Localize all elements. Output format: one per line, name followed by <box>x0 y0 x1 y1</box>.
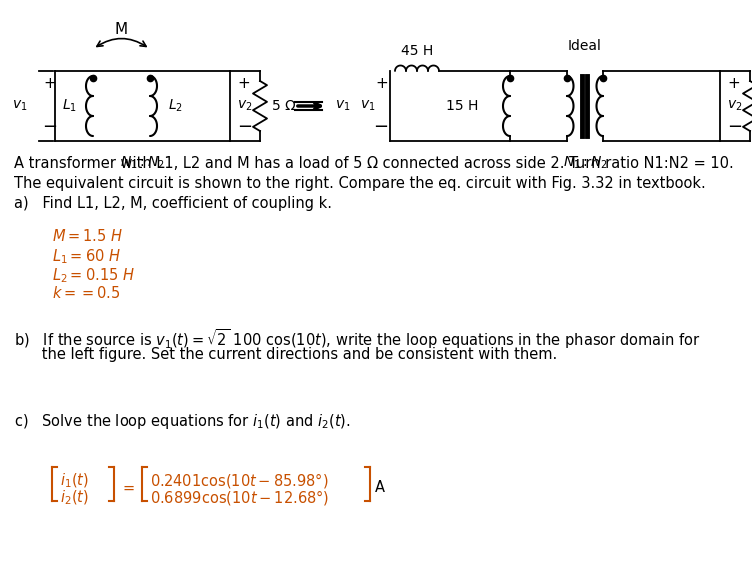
Text: $v_1$: $v_1$ <box>335 99 350 113</box>
Text: $N_1 : N_2$: $N_1 : N_2$ <box>562 155 608 171</box>
Text: −: − <box>373 118 388 136</box>
Text: −: − <box>237 118 252 136</box>
Text: $M = 1.5\ H$: $M = 1.5\ H$ <box>52 228 123 244</box>
Text: b)   If the source is $v_1(t) = \sqrt{2}\ 100\ \cos(10t)$, write the loop equati: b) If the source is $v_1(t) = \sqrt{2}\ … <box>14 327 701 351</box>
Text: $N_1 : N_2$: $N_1 : N_2$ <box>120 155 165 171</box>
Text: 5 Ω: 5 Ω <box>272 99 296 113</box>
Text: $k == 0.5$: $k == 0.5$ <box>52 285 120 301</box>
Text: 45 H: 45 H <box>401 44 433 58</box>
Text: +: + <box>375 76 388 91</box>
Text: 15 H: 15 H <box>446 99 478 113</box>
Text: $=$: $=$ <box>120 480 135 495</box>
Text: $L_2$: $L_2$ <box>168 98 183 114</box>
Text: $L_2 = 0.15\ H$: $L_2 = 0.15\ H$ <box>52 266 135 285</box>
Text: $0.2401\cos(10t - 85.98°)$: $0.2401\cos(10t - 85.98°)$ <box>150 471 329 490</box>
Text: c)   Solve the loop equations for $i_1(t)$ and $i_2(t)$.: c) Solve the loop equations for $i_1(t)$… <box>14 412 350 431</box>
Text: −: − <box>727 118 742 136</box>
Text: a)   Find L1, L2, M, coefficient of coupling k.: a) Find L1, L2, M, coefficient of coupli… <box>14 196 332 211</box>
Text: Ideal: Ideal <box>568 39 602 53</box>
Text: +: + <box>237 76 250 91</box>
Text: +: + <box>44 76 56 91</box>
Text: M: M <box>115 22 128 37</box>
Text: $L_1$: $L_1$ <box>62 98 77 114</box>
Text: $L_1 = 60\ H$: $L_1 = 60\ H$ <box>52 247 121 266</box>
Text: $i_1(t)$: $i_1(t)$ <box>60 471 89 490</box>
Text: $i_2(t)$: $i_2(t)$ <box>60 488 89 506</box>
Text: +: + <box>727 76 740 91</box>
Text: $v_2$: $v_2$ <box>727 99 742 113</box>
Text: −: − <box>42 118 58 136</box>
Text: A: A <box>375 480 385 495</box>
Text: $v_1$: $v_1$ <box>359 99 375 113</box>
Text: A transformer with L1, L2 and M has a load of 5 Ω connected across side 2. Turn : A transformer with L1, L2 and M has a lo… <box>14 156 734 171</box>
Text: $v_2$: $v_2$ <box>237 99 253 113</box>
Text: $0.6899\cos(10t - 12.68°)$: $0.6899\cos(10t - 12.68°)$ <box>150 488 329 507</box>
Text: $v_1$: $v_1$ <box>11 99 27 113</box>
Text: the left figure. Set the current directions and be consistent with them.: the left figure. Set the current directi… <box>14 347 557 362</box>
Text: The equivalent circuit is shown to the right. Compare the eq. circuit with Fig. : The equivalent circuit is shown to the r… <box>14 176 705 191</box>
